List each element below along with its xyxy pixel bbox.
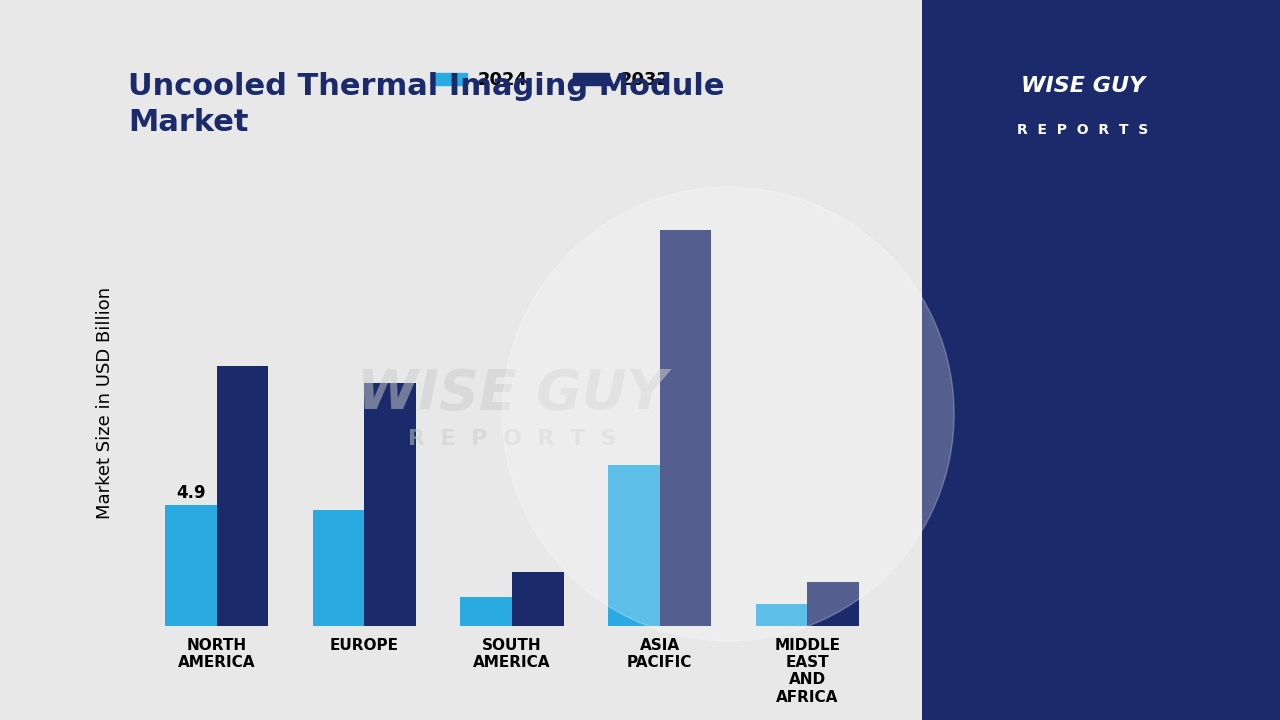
Bar	[461, 597, 512, 626]
Bar	[312, 510, 365, 626]
Bar	[659, 230, 712, 626]
Text: WISE GUY: WISE GUY	[357, 367, 667, 421]
Legend: 2024, 2032: 2024, 2032	[424, 64, 677, 96]
Bar	[365, 383, 416, 626]
Circle shape	[503, 187, 954, 641]
Bar	[755, 604, 808, 626]
Text: R  E  P  O  R  T  S: R E P O R T S	[1018, 122, 1148, 137]
Text: Uncooled Thermal Imaging Module
Market: Uncooled Thermal Imaging Module Market	[128, 72, 724, 137]
Y-axis label: Market Size in USD Billion: Market Size in USD Billion	[96, 287, 114, 519]
Text: 4.9: 4.9	[175, 485, 206, 503]
Bar	[512, 572, 563, 626]
Text: WISE GUY: WISE GUY	[1020, 76, 1146, 96]
Bar	[165, 505, 216, 626]
Bar	[216, 366, 269, 626]
Bar	[608, 465, 659, 626]
Bar	[808, 582, 859, 626]
Text: R  E  P  O  R  T  S: R E P O R T S	[408, 429, 616, 449]
